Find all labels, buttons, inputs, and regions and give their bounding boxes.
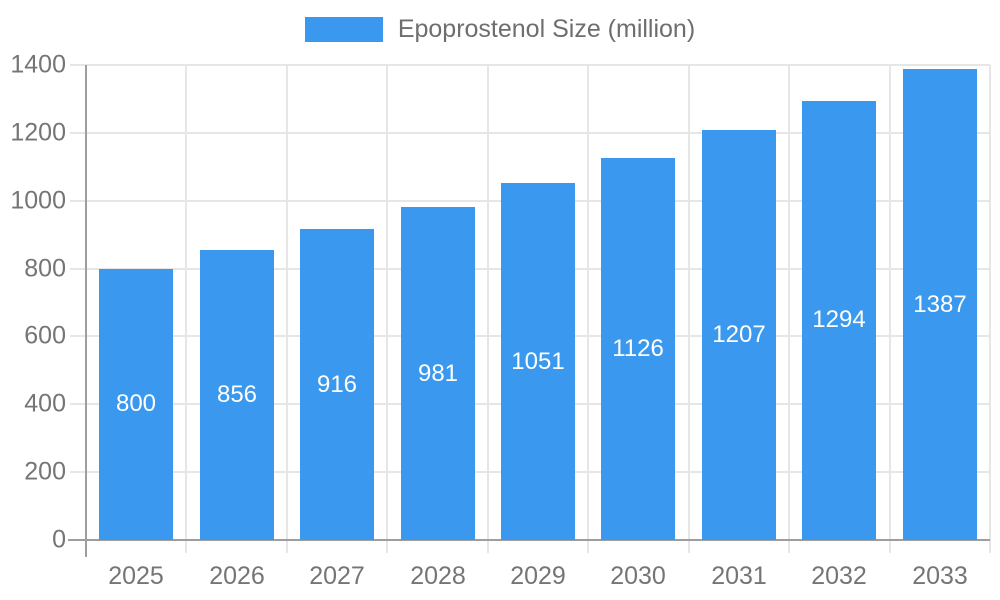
x-gridline xyxy=(788,65,790,553)
x-gridline xyxy=(889,65,891,553)
bar[interactable] xyxy=(802,101,876,540)
x-gridline xyxy=(989,65,991,553)
legend-swatch-icon xyxy=(304,16,383,42)
bar[interactable] xyxy=(702,130,776,540)
x-axis-tick-label: 2028 xyxy=(410,562,466,590)
x-axis-tick-label: 2032 xyxy=(811,562,867,590)
y-axis-line xyxy=(85,65,87,557)
x-axis-tick-label: 2030 xyxy=(610,562,666,590)
y-gridline xyxy=(70,132,990,134)
y-axis-tick-label: 200 xyxy=(24,457,66,486)
x-axis-tick-label: 2026 xyxy=(209,562,265,590)
y-axis-tick-label: 1400 xyxy=(10,50,66,79)
bar[interactable] xyxy=(601,158,675,540)
x-axis-tick-label: 2031 xyxy=(711,562,767,590)
y-gridline xyxy=(70,64,990,66)
x-axis-line xyxy=(68,539,990,541)
y-axis-tick-label: 1000 xyxy=(10,186,66,215)
x-gridline xyxy=(688,65,690,553)
x-gridline xyxy=(185,65,187,553)
y-axis-tick-label: 400 xyxy=(24,389,66,418)
x-axis-tick-label: 2029 xyxy=(510,562,566,590)
bar[interactable] xyxy=(99,269,173,540)
x-gridline xyxy=(286,65,288,553)
bar[interactable] xyxy=(401,207,475,540)
y-axis-tick-label: 0 xyxy=(52,525,66,554)
x-axis-tick-label: 2025 xyxy=(108,562,164,590)
x-axis-tick-label: 2033 xyxy=(912,562,968,590)
bar[interactable] xyxy=(501,183,575,540)
bar[interactable] xyxy=(300,229,374,540)
x-gridline xyxy=(587,65,589,553)
bar[interactable] xyxy=(903,69,977,540)
legend-label: Epoprostenol Size (million) xyxy=(397,14,696,43)
y-axis-tick-label: 600 xyxy=(24,321,66,350)
x-gridline xyxy=(487,65,489,553)
bar[interactable] xyxy=(200,250,274,540)
x-gridline xyxy=(386,65,388,553)
y-axis-tick-label: 1200 xyxy=(10,118,66,147)
x-axis-tick-label: 2027 xyxy=(309,562,365,590)
legend[interactable]: Epoprostenol Size (million) xyxy=(0,13,1000,45)
y-axis-tick-label: 800 xyxy=(24,254,66,283)
